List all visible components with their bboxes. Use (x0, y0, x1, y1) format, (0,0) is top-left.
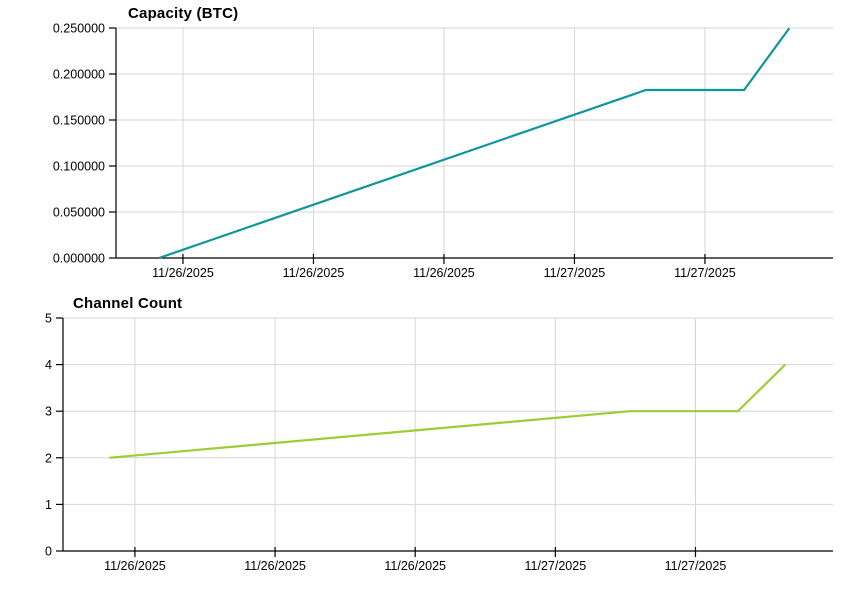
x-tick-label: 11/27/2025 (674, 266, 736, 280)
x-tick-label: 11/26/2025 (384, 559, 446, 573)
x-tick-label: 11/27/2025 (544, 266, 606, 280)
y-tick-label: 1 (45, 498, 52, 512)
y-tick-label: 3 (45, 405, 52, 419)
y-tick-label: 0.100000 (53, 160, 105, 174)
capacity-chart: Capacity (BTC) 0.000000 0.050000 0.100000 0… (0, 0, 860, 290)
y-tick-label: 2 (45, 451, 52, 465)
y-tick-labels: 0.000000 0.050000 0.100000 0.150000 0.200000… (53, 22, 105, 266)
x-tick-label: 11/26/2025 (152, 266, 214, 280)
axes (56, 317, 833, 557)
y-tick-labels: 0 1 2 3 4 5 (45, 312, 52, 559)
y-tick-label: 0 (45, 545, 52, 559)
x-tick-label: 11/26/2025 (283, 266, 345, 280)
gridlines (116, 27, 833, 258)
y-tick-label: 0.250000 (53, 22, 105, 36)
channel-count-chart: Channel Count 0 1 2 3 4 5 11/26/2025 11/26/2025… (0, 290, 860, 600)
x-tick-label: 11/26/2025 (413, 266, 475, 280)
x-tick-label: 11/26/2025 (244, 559, 306, 573)
x-tick-label: 11/26/2025 (104, 559, 166, 573)
y-tick-label: 0.000000 (53, 252, 105, 266)
x-tick-label: 11/27/2025 (665, 559, 727, 573)
capacity-chart-plot: 0.000000 0.050000 0.100000 0.150000 0.200000… (53, 22, 833, 280)
x-tick-labels: 11/26/2025 11/26/2025 11/26/2025 11/27/2025… (104, 559, 726, 573)
y-tick-label: 5 (45, 312, 52, 326)
y-tick-label: 0.150000 (53, 114, 105, 128)
capacity-btc-line (158, 27, 791, 260)
channel-count-line (109, 363, 787, 459)
capacity-chart-title: Capacity (BTC) (128, 5, 239, 22)
y-tick-label: 0.050000 (53, 206, 105, 220)
x-tick-label: 11/27/2025 (525, 559, 587, 573)
x-tick-labels: 11/26/2025 11/26/2025 11/26/2025 11/27/2025… (152, 266, 736, 280)
y-tick-label: 4 (45, 358, 52, 372)
y-tick-label: 0.200000 (53, 68, 105, 82)
channel-count-chart-title: Channel Count (73, 295, 183, 312)
gridlines (63, 317, 833, 551)
axes (109, 27, 833, 264)
